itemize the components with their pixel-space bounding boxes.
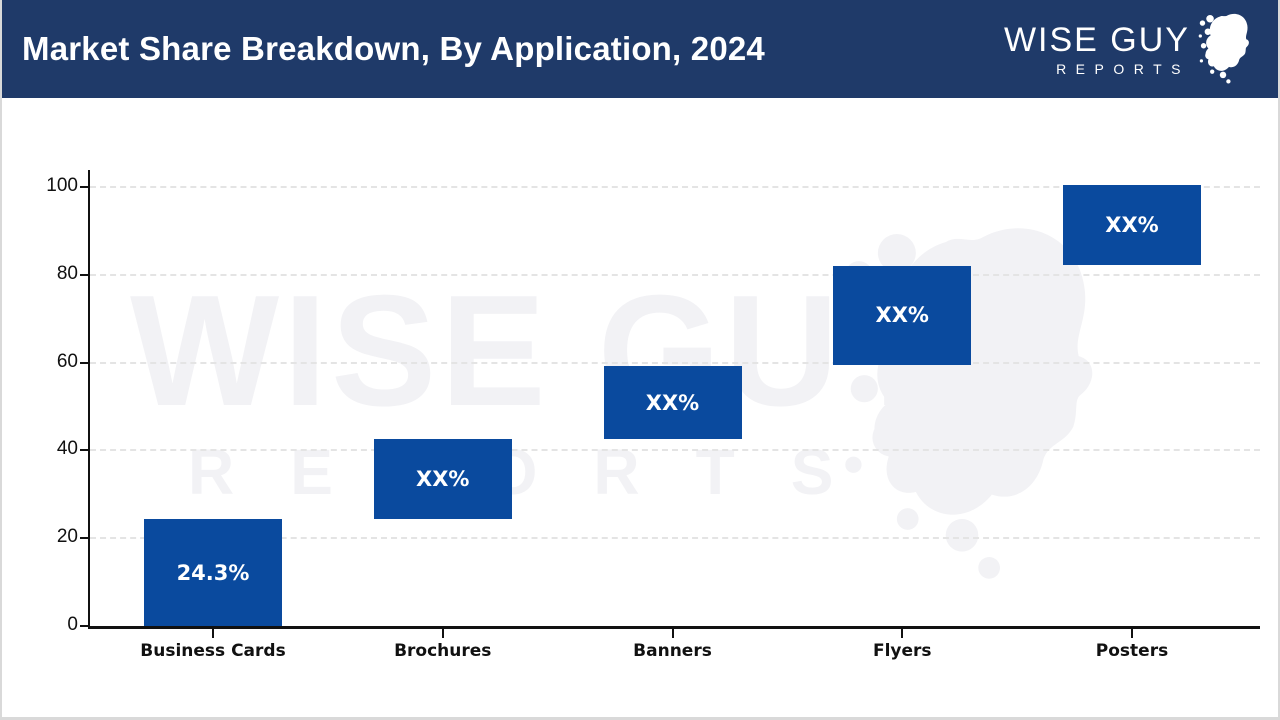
bar-value-label: XX% [645, 390, 700, 415]
x-tick-mark [1131, 629, 1133, 638]
bar: XX% [603, 366, 742, 439]
y-tick-mark [80, 625, 89, 627]
category-label: Flyers [872, 641, 932, 661]
header-bar: Market Share Breakdown, By Application, … [2, 0, 1278, 98]
y-tick-label: 0 [67, 614, 78, 635]
y-tick-label: 100 [46, 175, 78, 196]
y-tick-mark [80, 537, 89, 540]
bar-value-label: 24.3% [176, 560, 250, 585]
category-label: Business Cards [140, 641, 286, 661]
page-title: Market Share Breakdown, By Application, … [22, 30, 765, 67]
bar-value-label: XX% [1105, 213, 1159, 238]
y-tick-label: 80 [56, 262, 78, 284]
logo-subtext: REPORTS [1056, 60, 1190, 77]
bar-value-label: XX% [416, 466, 470, 491]
y-tick-label: 60 [56, 350, 78, 372]
x-tick-mark [671, 629, 674, 638]
category-label: Banners [633, 641, 712, 661]
bar: XX% [833, 266, 972, 365]
y-tick-mark [80, 273, 89, 276]
brand-logo: WISE GUY REPORTS [1004, 10, 1250, 88]
y-tick-label: 20 [56, 526, 78, 548]
y-tick-label: 40 [56, 438, 78, 460]
bar: 24.3% [144, 519, 282, 626]
y-gridline [90, 186, 1260, 188]
bar: XX% [1063, 185, 1201, 266]
x-tick-mark [901, 629, 904, 638]
watermark-wordmark: WISE GUY [130, 263, 953, 439]
logo-wordmark: WISE GUY [1003, 20, 1190, 59]
bar: XX% [373, 438, 512, 519]
category-label: Brochures [394, 641, 492, 661]
y-tick-mark [80, 361, 89, 364]
y-gridline [90, 449, 1260, 452]
x-axis-line [88, 626, 1260, 629]
y-tick-mark [80, 186, 89, 188]
y-gridline [90, 273, 1260, 276]
y-gridline [90, 537, 1260, 540]
bar-value-label: XX% [875, 303, 929, 328]
y-tick-mark [80, 449, 89, 452]
x-tick-mark [212, 629, 214, 638]
y-gridline [90, 361, 1260, 364]
category-label: Posters [1095, 641, 1169, 661]
logo-face-icon [1198, 13, 1249, 84]
x-tick-mark [441, 629, 444, 638]
y-axis-line [88, 170, 90, 628]
